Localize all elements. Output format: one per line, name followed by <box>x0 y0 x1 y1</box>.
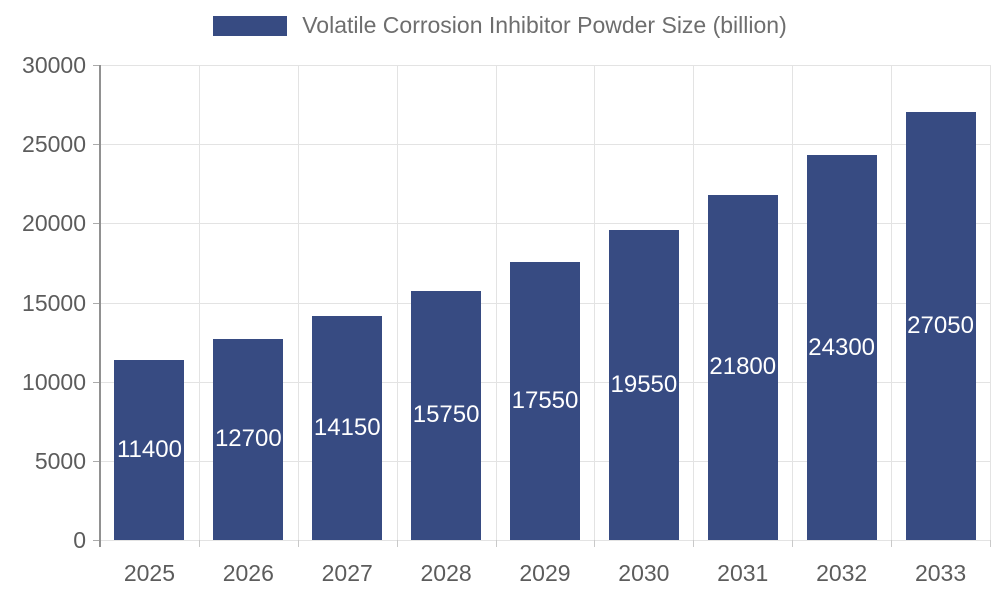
y-axis-tick <box>93 540 100 541</box>
bar-value-label: 15750 <box>412 401 480 429</box>
gridline-vertical <box>990 65 991 540</box>
legend-swatch-icon <box>213 15 288 36</box>
gridline-vertical <box>396 65 398 540</box>
y-axis-tick-label: 30000 <box>22 52 86 78</box>
gridline-vertical <box>792 65 794 540</box>
y-axis-tick <box>93 65 100 66</box>
bar-2032[interactable]: 24300 <box>806 155 877 540</box>
y-axis-tick-label: 0 <box>73 527 86 553</box>
gridline-vertical <box>495 65 497 540</box>
x-axis-tick <box>693 540 695 547</box>
y-axis-tick <box>93 460 100 462</box>
y-axis-line <box>99 65 101 547</box>
bar-value-label: 27050 <box>907 311 974 339</box>
x-axis-tick-label: 2030 <box>618 560 670 586</box>
y-axis-tick <box>93 302 100 304</box>
gridline-vertical <box>198 65 200 540</box>
x-axis-tick <box>990 540 991 547</box>
x-axis-tick-label: 2028 <box>420 560 472 586</box>
bar-value-label: 11400 <box>116 435 182 463</box>
x-axis-tick <box>495 540 497 547</box>
bar-2031[interactable]: 21800 <box>707 194 778 540</box>
gridline-horizontal <box>100 144 990 146</box>
y-axis-tick-label: 10000 <box>22 368 86 395</box>
bar-value-label: 24300 <box>808 333 876 361</box>
gridline-vertical <box>891 65 893 540</box>
bar-value-label: 14150 <box>313 413 381 441</box>
gridline-vertical <box>693 65 695 540</box>
gridline-horizontal <box>100 223 990 225</box>
x-axis-tick-label: 2033 <box>914 560 967 586</box>
y-axis-tick-label: 5000 <box>34 447 86 474</box>
bar-value-label: 17550 <box>511 387 579 415</box>
y-axis-tick-label: 25000 <box>22 131 86 158</box>
legend[interactable]: Volatile Corrosion Inhibitor Powder Size… <box>0 14 1000 37</box>
x-axis-tick-label: 2032 <box>816 560 868 586</box>
bar-2027[interactable]: 14150 <box>312 315 383 540</box>
bar-value-label: 19550 <box>610 371 678 399</box>
x-axis-tick <box>891 540 893 547</box>
x-axis-tick <box>396 540 398 547</box>
bar-2033[interactable]: 27050 <box>905 111 976 540</box>
x-axis-tick <box>198 540 200 547</box>
y-axis-tick <box>93 381 100 383</box>
bar-value-label: 21800 <box>709 353 777 381</box>
x-axis-tick-label: 2025 <box>123 560 176 586</box>
x-axis-tick-label: 2029 <box>519 560 571 586</box>
bar-value-label: 12700 <box>214 425 282 453</box>
bar-2025[interactable]: 11400 <box>114 359 185 540</box>
x-axis-tick <box>792 540 794 547</box>
x-axis-tick-label: 2026 <box>222 560 274 586</box>
gridline-horizontal <box>100 65 990 66</box>
bar-2030[interactable]: 19550 <box>608 230 679 540</box>
y-axis-tick <box>93 223 100 225</box>
x-axis-tick-label: 2031 <box>717 560 769 586</box>
y-axis-tick <box>93 144 100 146</box>
y-axis-tick-label: 20000 <box>22 210 86 237</box>
gridline-vertical <box>594 65 596 540</box>
gridline-vertical <box>297 65 299 540</box>
x-axis-tick <box>594 540 596 547</box>
bar-2029[interactable]: 17550 <box>510 262 580 540</box>
x-axis-tick-label: 2027 <box>321 560 373 586</box>
legend-label: Volatile Corrosion Inhibitor Powder Size… <box>302 12 787 38</box>
bar-2026[interactable]: 12700 <box>213 338 284 540</box>
x-axis-tick <box>297 540 299 547</box>
gridline-horizontal <box>100 540 990 541</box>
bar-2028[interactable]: 15750 <box>411 290 482 540</box>
y-axis-tick-label: 15000 <box>22 289 86 316</box>
